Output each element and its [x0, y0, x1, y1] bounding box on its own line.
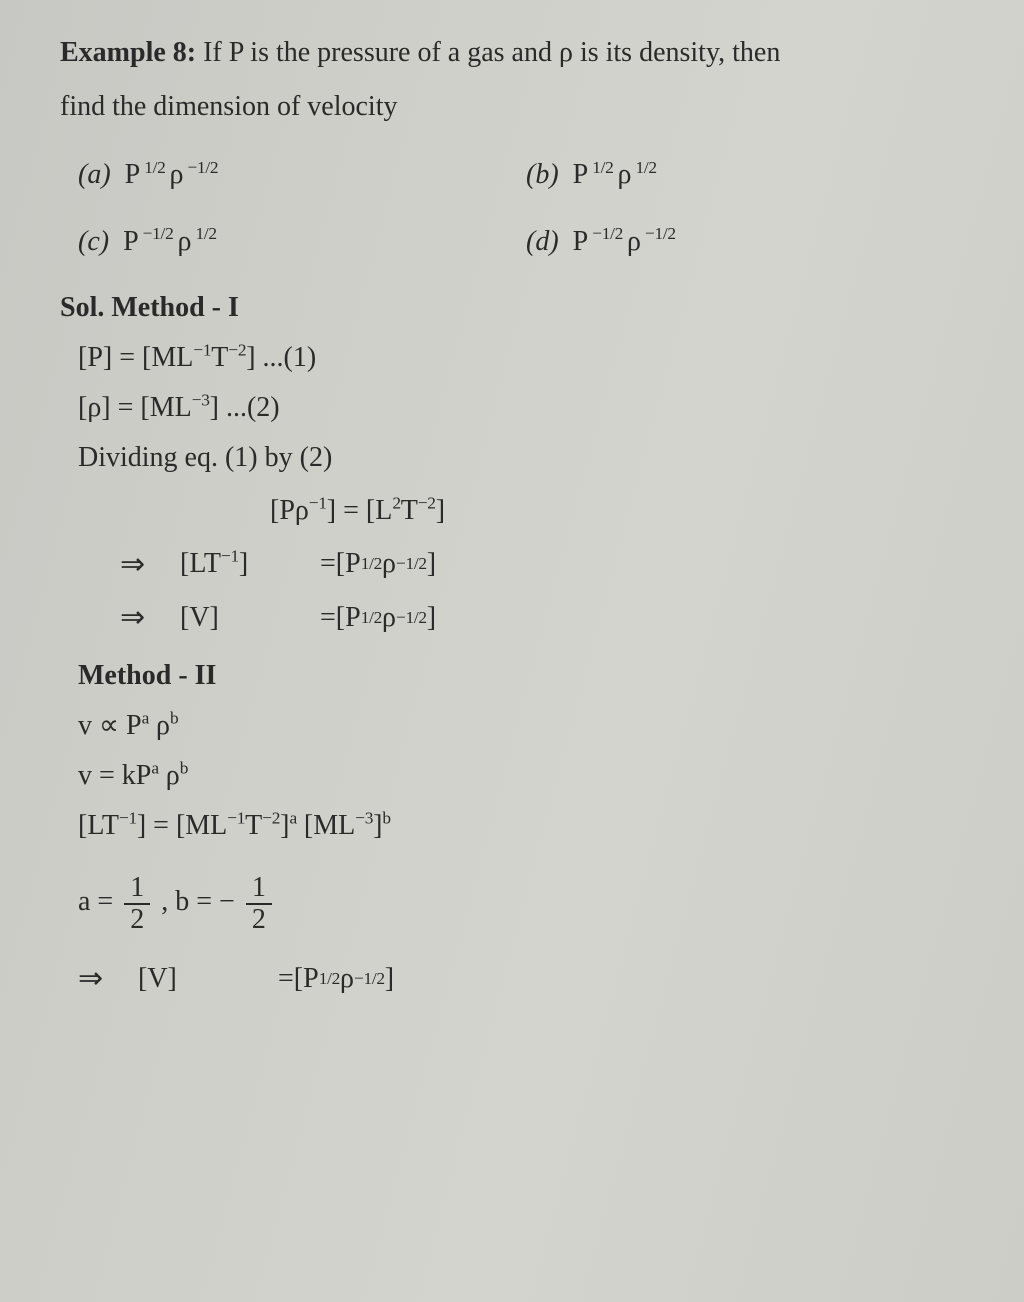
option-letter: (b): [526, 159, 559, 190]
option-letter: (a): [78, 159, 111, 190]
page: Example 8: If P is the pressure of a gas…: [0, 0, 1024, 1302]
option-d: (d) P−1/2ρ−1/2: [526, 219, 974, 265]
final-result: ⇒ [V] = [P1/2ρ−1/2]: [78, 954, 974, 1004]
question-line1: If P is the pressure of a gas and ρ is i…: [203, 37, 780, 68]
option-a: (a) P1/2ρ−1/2: [78, 152, 526, 198]
solution-method2-label: Method - II: [78, 653, 974, 699]
eq-v-row: ⇒ [V] = [P1/2ρ−1/2]: [120, 593, 974, 643]
fraction-a: 1 2: [124, 873, 150, 934]
implies-icon: ⇒: [120, 593, 180, 643]
m2-prop: v ∝ Pa ρb: [78, 703, 974, 749]
option-letter: (d): [526, 226, 559, 257]
eq-lt-row: ⇒ [LT−1] = [P1/2ρ−1/2]: [120, 540, 974, 590]
example-heading: Example 8: If P is the pressure of a gas…: [60, 30, 974, 76]
example-label: Example 8:: [60, 37, 196, 68]
eq-pressure-dim: [P] = [ML−1T−2] ...(1): [78, 335, 974, 381]
implies-icon: ⇒: [120, 540, 180, 590]
m2-dim-eq: [LT−1] = [ML−1T−2]a [ML−3]b: [78, 803, 974, 849]
eq-density-dim: [ρ] = [ML−3] ...(2): [78, 385, 974, 431]
m2-eq: v = kPa ρb: [78, 753, 974, 799]
option-letter: (c): [78, 226, 109, 257]
options-grid: (a) P1/2ρ−1/2 (b) P1/2ρ1/2 (c) P−1/2ρ1/2…: [78, 142, 974, 274]
ab-values: a = 1 2 , b = − 1 2: [78, 873, 974, 934]
question-line2: find the dimension of velocity: [60, 84, 974, 130]
solution-method1-label: Sol. Method - I: [60, 285, 974, 331]
option-c: (c) P−1/2ρ1/2: [78, 219, 526, 265]
divide-text: Dividing eq. (1) by (2): [78, 435, 974, 481]
implies-icon: ⇒: [78, 954, 138, 1004]
fraction-b: 1 2: [246, 873, 272, 934]
eq-p-over-rho: [Pρ−1] = [L2T−2]: [270, 488, 974, 534]
option-b: (b) P1/2ρ1/2: [526, 152, 974, 198]
